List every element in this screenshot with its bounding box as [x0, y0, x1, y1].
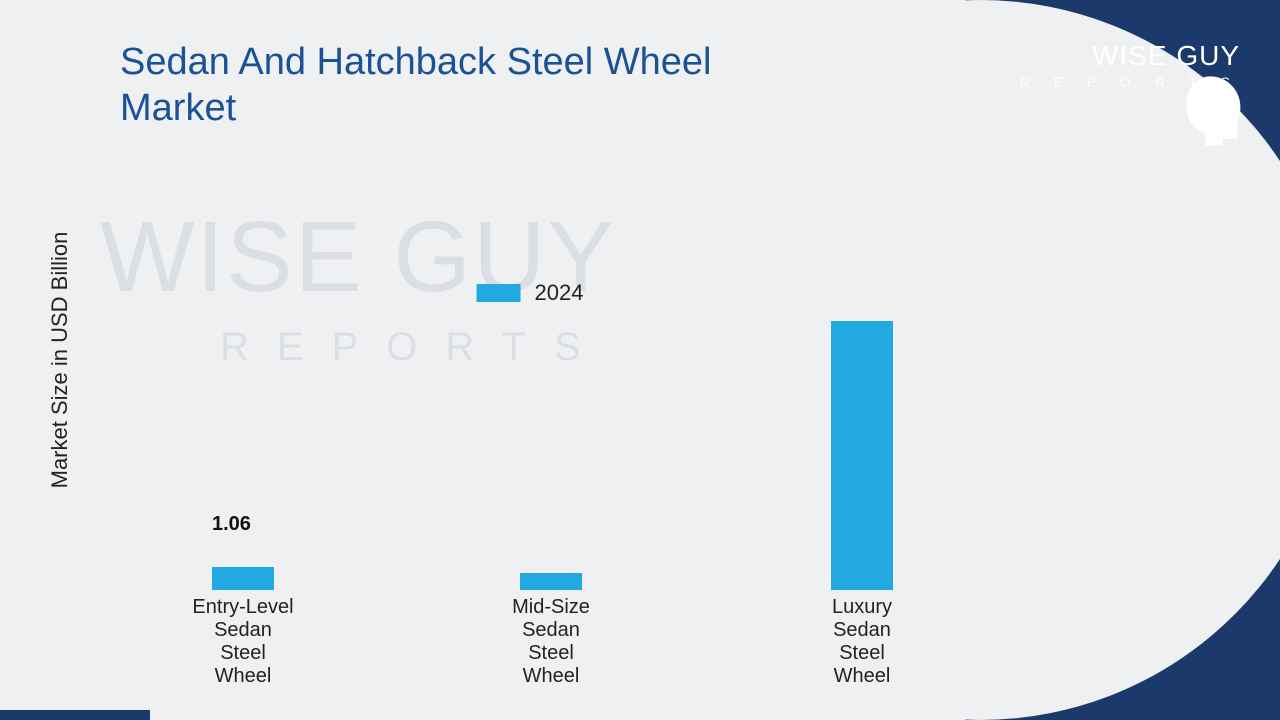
bar-value-label: 1.06	[212, 513, 251, 540]
brand-name: WISE GUY	[1020, 40, 1240, 72]
bottom-accent-bar	[0, 710, 150, 720]
brand-logo: WISE GUY R E P O R T S	[1020, 40, 1240, 90]
chart-canvas: WISE GUY REPORTS Sedan And Hatchback Ste…	[0, 0, 1280, 720]
plot-area: 2024 1.06Entry-LevelSedanSteelWheelMid-S…	[120, 160, 940, 590]
bar	[520, 573, 582, 590]
category-label: Entry-LevelSedanSteelWheel	[173, 596, 313, 688]
legend: 2024	[477, 280, 584, 306]
bar	[831, 321, 893, 590]
bar	[212, 567, 274, 590]
legend-swatch	[477, 284, 521, 302]
brand-head-icon	[1170, 70, 1250, 150]
category-label: LuxurySedanSteelWheel	[792, 596, 932, 688]
y-axis-label: Market Size in USD Billion	[47, 232, 73, 489]
chart-title: Sedan And Hatchback Steel Wheel Market	[120, 40, 820, 131]
legend-label: 2024	[535, 280, 584, 306]
category-label: Mid-SizeSedanSteelWheel	[481, 596, 621, 688]
